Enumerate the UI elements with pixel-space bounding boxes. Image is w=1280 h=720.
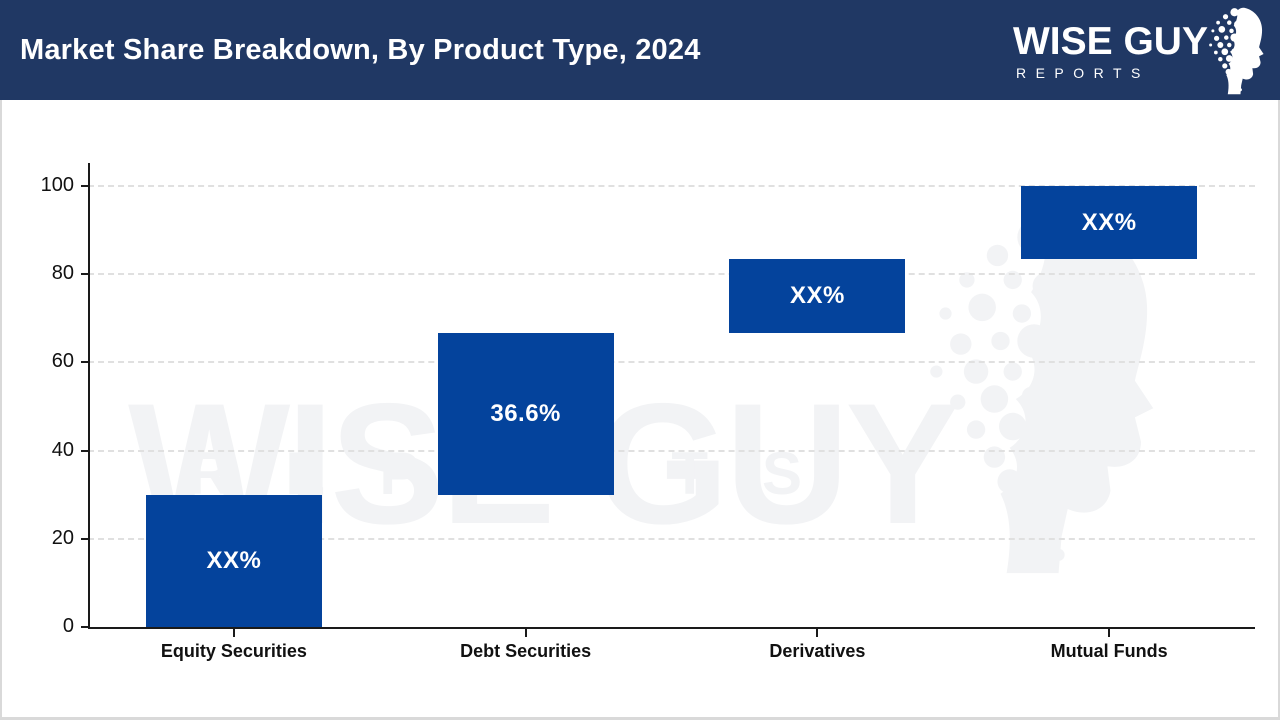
x-axis-category-label: Equity Securities: [160, 641, 307, 661]
y-axis-tick-label: 60: [51, 350, 74, 373]
x-axis-tickmark: [524, 629, 527, 637]
y-axis-tickmark: [81, 449, 88, 452]
y-axis-tickmark: [81, 185, 88, 187]
gridline-y100: [88, 185, 1255, 187]
y-axis-tickmark: [81, 626, 88, 628]
x-axis-tickmark: [816, 629, 819, 637]
gridline-y80: [88, 273, 1255, 276]
bar-mutual-funds: XX%: [1021, 186, 1198, 260]
x-axis-tickmark: [1108, 629, 1111, 637]
y-axis-tick-label: 20: [51, 526, 74, 549]
x-axis-tickmark: [232, 629, 235, 637]
watermark-face-icon: [930, 218, 1154, 574]
y-axis-tickmark: [81, 361, 88, 364]
x-axis-category-label: Derivatives: [769, 641, 866, 661]
wise-guy-reports-logo: WISE GUY REPORTS: [1013, 4, 1274, 98]
bar-value-label: XX%: [789, 282, 845, 310]
frame-border-right: [1278, 100, 1280, 720]
y-axis-tick-label: 80: [51, 262, 74, 285]
bar-debt-securities: 36.6%: [437, 333, 614, 495]
logo-subtitle: REPORTS: [1015, 64, 1150, 81]
bar-value-label: XX%: [1081, 208, 1137, 236]
bar-value-label: 36.6%: [490, 399, 561, 427]
x-axis-category-label: Debt Securities: [460, 641, 592, 661]
y-axis-tickmark: [81, 537, 88, 540]
bar-derivatives: XX%: [729, 259, 906, 334]
gridline-y60: [88, 361, 1255, 364]
header-band: Market Share Breakdown, By Product Type,…: [0, 0, 1280, 100]
bar-value-label: XX%: [206, 546, 262, 574]
bar-equity-securities: XX%: [145, 494, 322, 627]
y-axis-tick-label: 40: [51, 438, 74, 461]
page-title: Market Share Breakdown, By Product Type,…: [20, 33, 701, 66]
logo-text: WISE GUY REPORTS: [1013, 22, 1208, 81]
y-axis-line: [88, 163, 90, 629]
y-axis-tick-label: 100: [40, 174, 74, 196]
gridline-y20: [88, 537, 1255, 540]
x-axis-line: [88, 627, 1255, 629]
y-axis-tickmark: [81, 273, 88, 276]
logo-wordmark: WISE GUY: [1012, 19, 1208, 63]
y-axis-tick-label: 0: [62, 615, 74, 637]
x-axis-category-label: Mutual Funds: [1050, 641, 1168, 661]
frame-border-bottom: [0, 717, 1280, 720]
gridline-y40: [88, 449, 1255, 452]
frame-border-left: [0, 100, 2, 720]
